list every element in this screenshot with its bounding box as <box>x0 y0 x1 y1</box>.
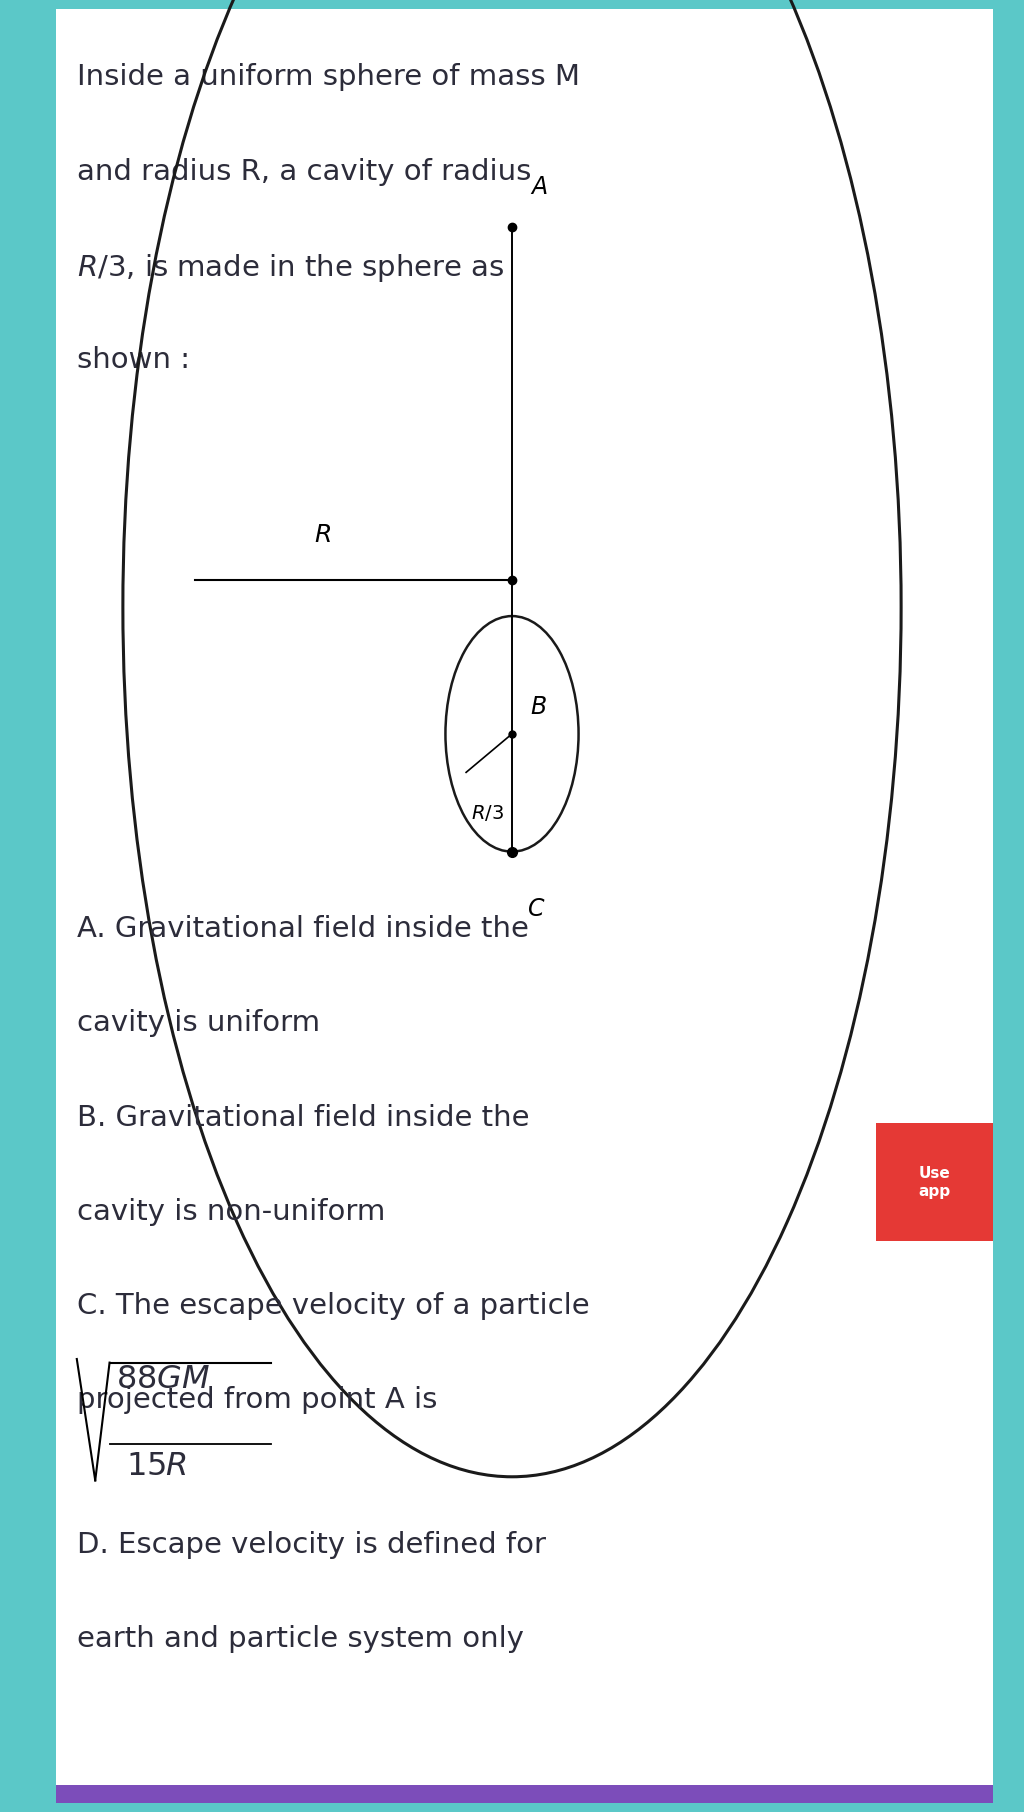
Text: cavity is non-uniform: cavity is non-uniform <box>77 1198 385 1225</box>
Text: $A$: $A$ <box>530 176 548 199</box>
Text: $R/3$: $R/3$ <box>471 803 504 823</box>
Text: projected from point A is: projected from point A is <box>77 1386 437 1413</box>
Text: $C$: $C$ <box>527 897 546 920</box>
Text: $R$: $R$ <box>314 524 331 547</box>
Text: Inside a uniform sphere of mass M: Inside a uniform sphere of mass M <box>77 63 580 91</box>
Text: $88GM$: $88GM$ <box>116 1364 210 1395</box>
Text: B. Gravitational field inside the: B. Gravitational field inside the <box>77 1104 529 1131</box>
Text: C. The escape velocity of a particle: C. The escape velocity of a particle <box>77 1292 590 1319</box>
Text: $R/3$, is made in the sphere as: $R/3$, is made in the sphere as <box>77 252 504 284</box>
Text: earth and particle system only: earth and particle system only <box>77 1625 524 1653</box>
Text: and radius R, a cavity of radius: and radius R, a cavity of radius <box>77 158 531 185</box>
Text: $B$: $B$ <box>530 696 547 719</box>
Text: $15R$: $15R$ <box>126 1451 186 1482</box>
Text: A. Gravitational field inside the: A. Gravitational field inside the <box>77 915 528 942</box>
FancyBboxPatch shape <box>876 1123 993 1241</box>
Text: shown :: shown : <box>77 346 189 373</box>
Text: cavity is uniform: cavity is uniform <box>77 1009 319 1036</box>
Text: D. Escape velocity is defined for: D. Escape velocity is defined for <box>77 1531 546 1558</box>
Text: Use
app: Use app <box>919 1165 950 1200</box>
